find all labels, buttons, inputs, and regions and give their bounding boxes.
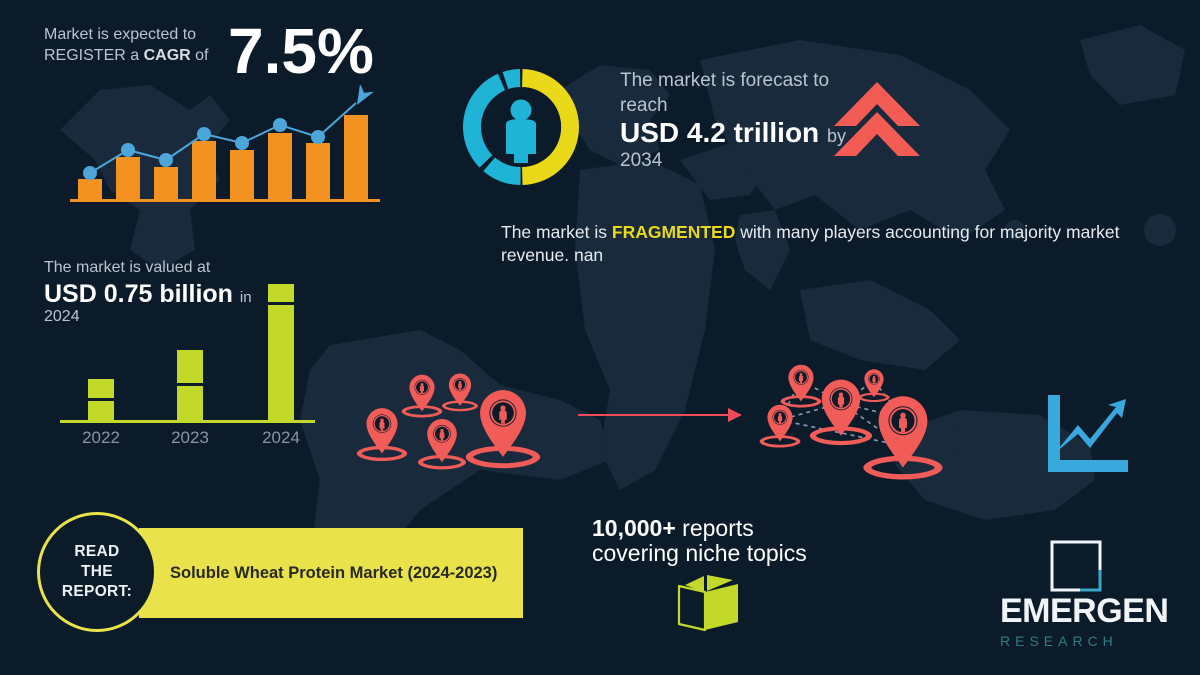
svg-text:2024: 2024	[262, 428, 300, 447]
svg-text:2022: 2022	[82, 428, 120, 447]
svg-text:2023: 2023	[171, 428, 209, 447]
